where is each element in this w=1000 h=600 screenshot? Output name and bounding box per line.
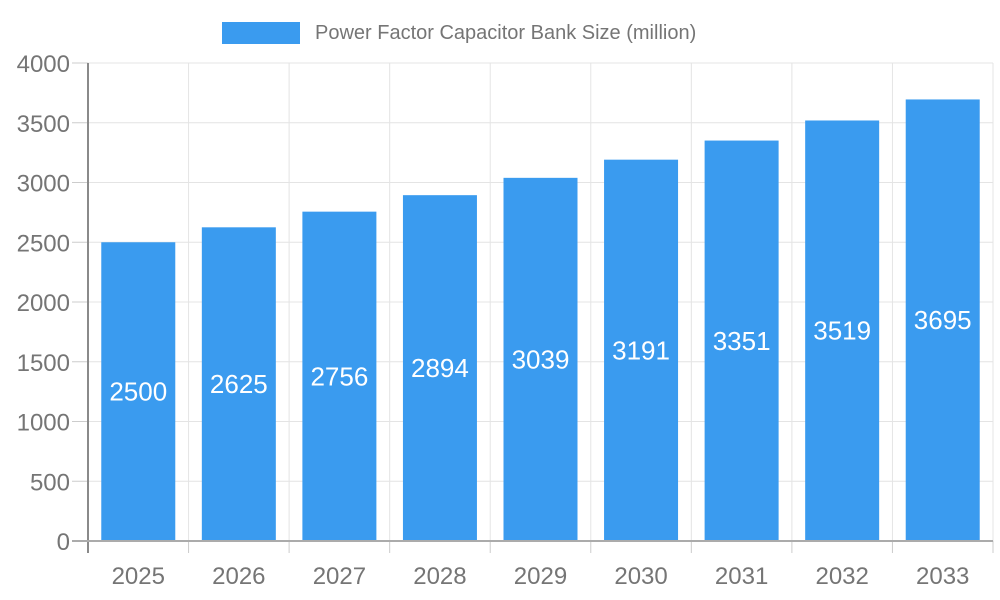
x-axis-tick-label: 2028 [413,563,466,590]
bar-value-label: 3351 [713,326,771,356]
y-axis-tick-label: 3000 [17,171,70,198]
bar-2030[interactable] [604,159,679,541]
x-axis-tick-label: 2029 [514,563,567,590]
x-axis-tick-label: 2033 [916,563,969,590]
y-axis-tick-label: 1000 [17,410,70,437]
x-axis-tick-label: 2026 [212,563,265,590]
bar-2031[interactable] [704,140,779,542]
legend-label: Power Factor Capacitor Bank Size (millio… [315,21,697,44]
x-axis-tick-label: 2025 [112,563,165,590]
y-axis-tick-label: 4000 [17,51,70,78]
y-axis-tick-label: 3500 [17,111,70,138]
legend-item[interactable]: Power Factor Capacitor Bank Size (millio… [222,22,696,44]
y-axis-tick-label: 1500 [17,350,70,377]
y-axis-tick-label: 500 [30,469,70,496]
x-axis-tick-label: 2032 [815,563,868,590]
bar-2033[interactable] [905,99,980,541]
bar-2025[interactable] [101,242,176,541]
y-axis-tick-label: 2000 [17,290,70,317]
bar-value-label: 3191 [612,335,670,365]
x-axis-tick-label: 2030 [614,563,667,590]
bar-2026[interactable] [201,227,276,541]
bar-value-label: 2625 [210,369,268,399]
bar-value-label: 2756 [310,361,368,391]
legend-swatch [222,22,300,44]
bar-2032[interactable] [805,120,880,542]
bar-value-label: 3695 [914,305,972,335]
x-axis-tick-label: 2027 [313,563,366,590]
bar-value-label: 3039 [512,344,570,374]
bar-2027[interactable] [302,211,377,541]
bar-value-label: 3519 [813,316,871,346]
bar-value-label: 2894 [411,353,469,383]
bar-value-label: 2500 [109,377,167,407]
y-axis-tick-label: 2500 [17,230,70,257]
bar-2029[interactable] [503,177,578,542]
bar-2028[interactable] [402,195,477,542]
x-axis-tick-label: 2031 [715,563,768,590]
y-axis-tick-label: 0 [57,529,70,556]
